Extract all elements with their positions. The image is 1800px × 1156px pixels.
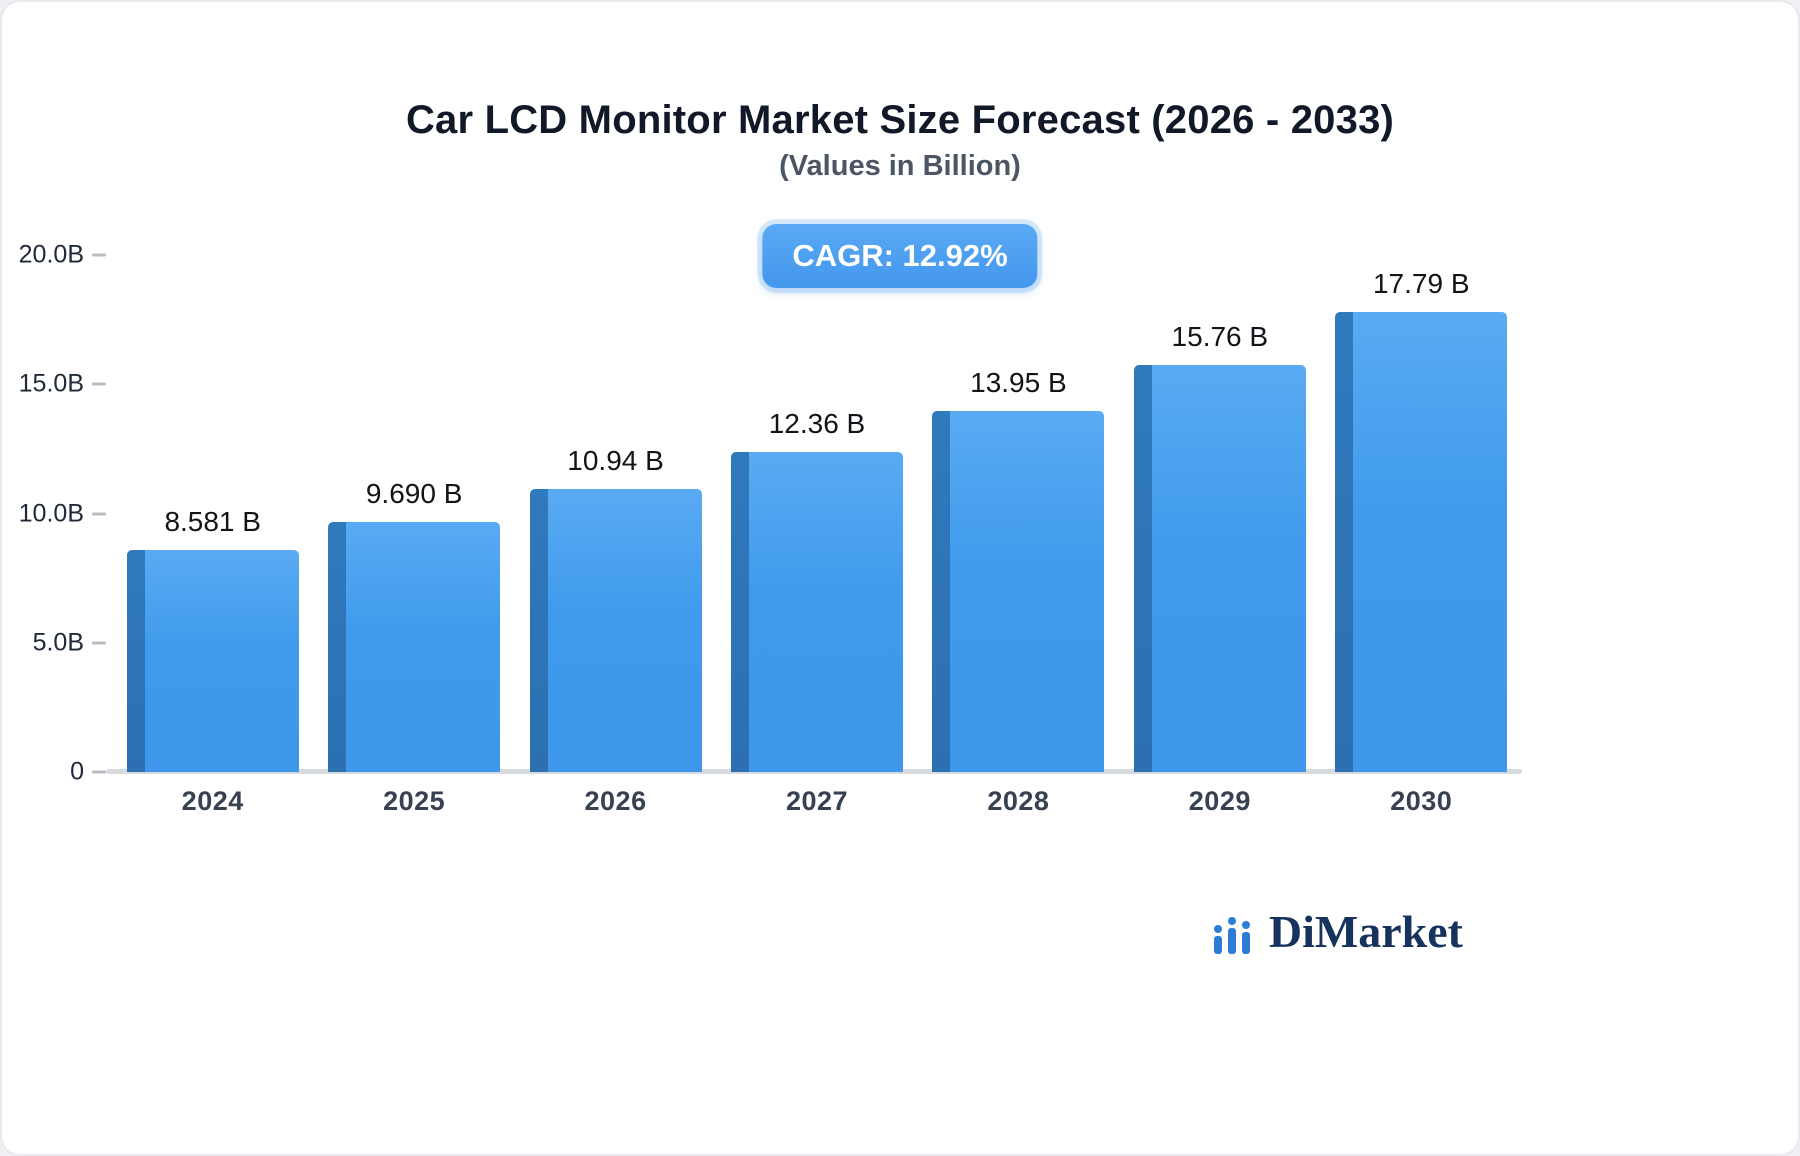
- bar-value-label: 8.581 B: [164, 506, 261, 537]
- bar-value-label: 12.36 B: [768, 408, 866, 439]
- y-tick-label: 15.0B: [19, 370, 106, 399]
- bar-front-face: [144, 550, 299, 772]
- bar: [126, 550, 299, 772]
- bar-slot: 12.36 B: [716, 255, 917, 772]
- y-tick-mark: [92, 382, 106, 386]
- x-axis-label: 2028: [987, 786, 1050, 816]
- cagr-badge: CAGR: 12.92%: [762, 224, 1038, 288]
- bar-side-face: [730, 452, 749, 772]
- y-tick-mark: [92, 770, 106, 774]
- y-tick-mark: [92, 641, 106, 645]
- x-axis-label: 2024: [181, 786, 244, 816]
- bar-slot: 10.94 B: [515, 255, 716, 772]
- bar-side-face: [1133, 365, 1152, 772]
- bar-front-face: [346, 522, 501, 772]
- chart-title: Car LCD Monitor Market Size Forecast (20…: [405, 98, 1395, 142]
- bar-slot: 8.581 B: [112, 255, 313, 772]
- chart-subtitle: (Values in Billion): [779, 150, 1021, 182]
- bar-value-label: 15.76 B: [1171, 321, 1269, 352]
- plot-area: 8.581 B 9.690 B 10.94 B 12.36 B 13.95 B 15.76…: [106, 255, 1522, 774]
- y-tick-mark: [92, 253, 106, 257]
- bar-value-label: 10.94 B: [567, 445, 664, 476]
- bar: [1335, 312, 1508, 772]
- x-axis-label: 2025: [383, 786, 446, 816]
- brand-chart-icon: [1213, 916, 1250, 954]
- y-tick-label: 10.0B: [19, 499, 106, 528]
- y-tick-label: 20.0B: [19, 241, 106, 270]
- y-axis: 20.0B 15.0B 10.0B 5.0B 0: [2, 241, 106, 786]
- bar-front-face: [1353, 312, 1508, 772]
- bar-slot: 9.690 B: [313, 255, 514, 772]
- x-axis-labels: 2024 2025 2026 2027 2028 2029 2030: [112, 786, 1522, 817]
- y-tick-label: 5.0B: [33, 628, 106, 657]
- bar-value-label: 17.79 B: [1372, 268, 1470, 299]
- x-axis-label: 2029: [1188, 786, 1251, 816]
- bar-side-face: [328, 522, 347, 772]
- y-tick-label: 0: [70, 758, 106, 787]
- brand-name: DiMarket: [1268, 906, 1463, 957]
- bar-front-face: [748, 452, 903, 772]
- bar: [529, 489, 702, 772]
- x-axis-label: 2027: [785, 786, 849, 816]
- bar-front-face: [547, 489, 702, 772]
- bar-value-label: 13.95 B: [970, 367, 1067, 398]
- bar: [932, 411, 1105, 772]
- bar-front-face: [950, 411, 1105, 772]
- x-axis-label: 2026: [584, 786, 647, 816]
- bar-front-face: [1151, 365, 1306, 772]
- bar: [730, 452, 903, 772]
- brand-logo: DiMarket: [1209, 905, 1463, 958]
- bar-side-face: [932, 411, 951, 772]
- bar: [1133, 365, 1306, 772]
- bar-side-face: [529, 489, 548, 772]
- bar-side-face: [1335, 312, 1354, 772]
- x-axis-label: 2030: [1390, 786, 1453, 816]
- bar-slot: 17.79 B: [1321, 255, 1522, 772]
- bars-container: 8.581 B 9.690 B 10.94 B 12.36 B 13.95 B 15.76…: [112, 255, 1522, 772]
- bar-side-face: [126, 550, 145, 772]
- bar-slot: 13.95 B: [918, 255, 1119, 772]
- bar-slot: 15.76 B: [1119, 255, 1320, 772]
- bar-value-label: 9.690 B: [365, 478, 463, 509]
- y-tick-mark: [92, 512, 106, 515]
- bar: [328, 522, 501, 772]
